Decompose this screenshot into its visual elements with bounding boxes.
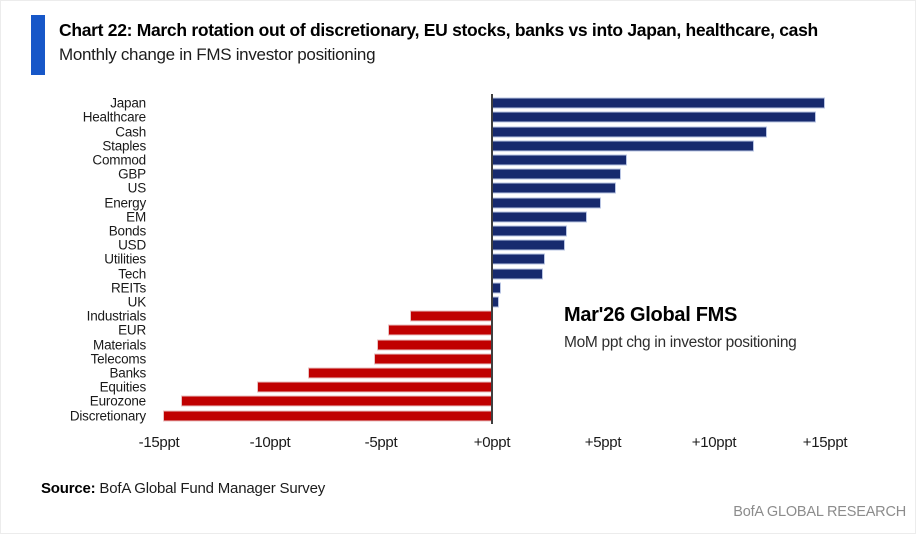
chart-row: REITs <box>1 280 915 296</box>
category-label: Staples <box>102 138 146 154</box>
bar-usd <box>492 239 566 251</box>
chart-row: Utilities <box>1 251 915 267</box>
category-label: Industrials <box>86 308 147 324</box>
bar-discretionary <box>163 410 492 422</box>
category-label: Discretionary <box>69 408 146 424</box>
x-axis-tick-label: +5ppt <box>584 434 622 451</box>
bar-cash <box>492 126 768 137</box>
chart-row: GBP <box>1 166 915 182</box>
chart-row: Discretionary <box>1 408 915 424</box>
source-text: BofA Global Fund Manager Survey <box>95 480 326 497</box>
bar-energy <box>492 197 601 209</box>
category-label: Bonds <box>108 223 146 239</box>
chart-rows: Japan Healthcare Cash Staples Commod GBP US Ene… <box>1 95 915 424</box>
category-label: Energy <box>104 195 146 211</box>
bar-telecoms <box>374 353 492 365</box>
category-label: Japan <box>110 95 146 111</box>
bar-reits <box>492 282 501 294</box>
annotation-subtitle: MoM ppt chg in investor positioning <box>564 334 797 351</box>
bar-commod <box>492 154 628 166</box>
category-label: Eurozone <box>89 393 146 409</box>
chart-row: Energy <box>1 195 915 211</box>
category-label: UK <box>127 294 147 310</box>
bar-bonds <box>492 225 568 237</box>
category-label: Banks <box>109 365 146 381</box>
category-label: EM <box>126 209 146 225</box>
category-label: Commod <box>92 152 146 168</box>
category-label: GBP <box>118 166 146 182</box>
bar-utilities <box>492 253 546 265</box>
category-label: Materials <box>93 337 146 353</box>
x-axis-tick-label: -10ppt <box>249 434 291 451</box>
category-label: Equities <box>99 379 147 395</box>
category-label: Utilities <box>104 251 146 267</box>
category-label: EUR <box>118 322 146 338</box>
annotation-title: Mar'26 Global FMS <box>564 304 738 326</box>
bar-staples <box>492 140 754 152</box>
bar-eurozone <box>181 395 492 407</box>
bar-healthcare <box>492 111 817 123</box>
bar-industrials <box>409 310 492 322</box>
bar-japan <box>492 97 825 109</box>
source-label: Source: <box>41 480 96 497</box>
chart-row: Cash <box>1 124 915 139</box>
category-label: Cash <box>115 124 146 139</box>
x-axis-tick-label: +0ppt <box>473 434 511 451</box>
bar-equities <box>256 381 492 393</box>
bar-banks <box>307 367 492 379</box>
category-label: Healthcare <box>82 109 146 125</box>
chart-row: EM <box>1 209 915 225</box>
chart-row: Equities <box>1 379 915 395</box>
bar-em <box>492 211 588 223</box>
x-axis-tick-label: -5ppt <box>364 434 398 451</box>
chart-annotation: Mar'26 Global FMS MoM ppt chg in investo… <box>564 304 797 352</box>
x-axis-labels: -15ppt -10ppt -5ppt +0ppt +5ppt +10ppt +15ppt <box>139 434 848 454</box>
chart-row: USD <box>1 237 915 253</box>
category-label: Telecoms <box>90 351 147 367</box>
bar-us <box>492 182 617 194</box>
category-label: REITs <box>110 280 146 296</box>
zero-axis-line <box>491 94 493 424</box>
chart-subtitle: Monthly change in FMS investor positioni… <box>59 45 376 65</box>
chart-header: Chart 22: March rotation out of discreti… <box>31 15 818 75</box>
x-axis-tick-label: -15ppt <box>138 434 180 451</box>
chart-row: Commod <box>1 152 915 168</box>
x-axis-tick-label: +15ppt <box>802 434 848 451</box>
bar-eur <box>387 324 492 336</box>
category-label: Tech <box>118 266 146 282</box>
chart-row: Healthcare <box>1 109 915 125</box>
chart-row: Industrials <box>1 308 915 324</box>
chart-row: Banks <box>1 365 915 381</box>
chart-row: Bonds <box>1 223 915 239</box>
chart-row: US <box>1 180 915 196</box>
brand-text: BofA GLOBAL RESEARCH <box>733 504 906 520</box>
source-line: Source: BofA Global Fund Manager Survey <box>41 480 325 497</box>
bar-tech <box>492 268 544 280</box>
bar-gbp <box>492 168 621 180</box>
chart-row: Tech <box>1 266 915 282</box>
category-label: US <box>127 180 147 196</box>
chart-row: Staples <box>1 138 915 154</box>
chart-row: Telecoms <box>1 351 915 367</box>
chart-title: Chart 22: March rotation out of discreti… <box>59 20 818 40</box>
title-block: Chart 22: March rotation out of discreti… <box>59 15 818 75</box>
x-axis-tick-label: +10ppt <box>691 434 737 451</box>
bar-materials <box>376 339 492 351</box>
category-label: USD <box>118 237 146 253</box>
chart-row: EUR <box>1 322 915 338</box>
title-accent-bar <box>31 15 45 75</box>
chart-row: Japan <box>1 95 915 111</box>
chart-row: Eurozone <box>1 393 915 409</box>
